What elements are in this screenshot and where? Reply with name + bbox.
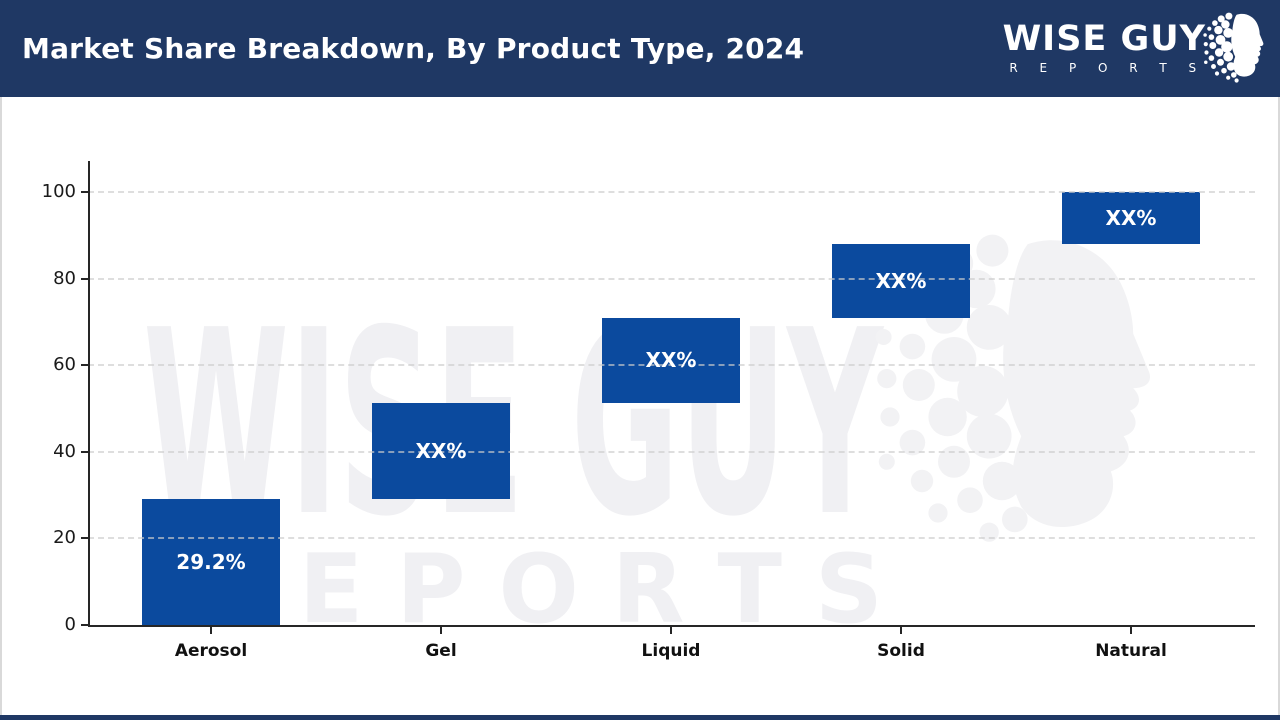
gridline-20 [88, 537, 1255, 540]
x-axis-line [88, 625, 1255, 627]
page-title: Market Share Breakdown, By Product Type,… [22, 32, 805, 65]
bar-gel [372, 402, 510, 499]
logo-text: WISE GUY R E P O R T S [1002, 19, 1206, 76]
gridline-40 [88, 450, 1255, 453]
gridline-60 [88, 364, 1255, 367]
x-tick-mark [440, 627, 442, 634]
bar-value-label: 29.2% [176, 549, 246, 574]
wise-guy-reports-logo: WISE GUY R E P O R T S [1003, 6, 1266, 92]
left-border [0, 97, 2, 715]
y-tick-label: 60 [53, 354, 76, 376]
header-bar: Market Share Breakdown, By Product Type,… [0, 0, 1280, 97]
bar-solid [832, 243, 970, 318]
footer-accent-bar [0, 715, 1280, 720]
y-tick-mark [81, 364, 88, 367]
logo-name: WISE GUY [1002, 19, 1206, 59]
watermark-line2: R E P O R T S [193, 535, 883, 645]
x-category-label-natural: Natural [1095, 641, 1167, 661]
x-category-label-aerosol: Aerosol [174, 641, 248, 661]
x-tick-mark [210, 627, 212, 634]
y-tick-mark [81, 624, 88, 626]
y-tick-mark [81, 450, 88, 453]
y-tick-mark [81, 537, 88, 540]
y-axis-line [88, 161, 90, 627]
y-tick-label: 40 [53, 440, 76, 462]
x-category-label-liquid: Liquid [641, 641, 701, 661]
bar-value-label: XX% [1105, 205, 1157, 230]
chart-area: WISE GUY R E P O R T S 0 20 40 60 80 100 29.2%… [0, 97, 1280, 715]
y-tick-label: 80 [53, 267, 76, 289]
x-tick-mark [1130, 627, 1132, 634]
x-tick-mark [670, 627, 672, 634]
bar-value-label: XX% [645, 348, 697, 373]
gridline-80 [88, 277, 1255, 280]
gridline-100 [88, 191, 1255, 193]
x-tick-mark [900, 627, 902, 634]
bar-value-label: XX% [415, 438, 467, 463]
bar-natural [1062, 192, 1200, 244]
right-border [1278, 97, 1280, 715]
y-tick-label: 100 [41, 181, 76, 203]
x-category-label-gel: Gel [425, 641, 457, 661]
logo-head-icon [1203, 12, 1264, 83]
y-tick-label: 20 [53, 527, 76, 549]
x-category-label-solid: Solid [877, 641, 925, 661]
y-tick-mark [81, 277, 88, 280]
bar-aerosol [142, 498, 280, 625]
bar-liquid [602, 318, 740, 403]
y-tick-label: 0 [64, 614, 76, 636]
bar-value-label: XX% [875, 268, 927, 293]
logo-tagline: R E P O R T S [1009, 61, 1206, 75]
y-tick-mark [81, 191, 88, 193]
